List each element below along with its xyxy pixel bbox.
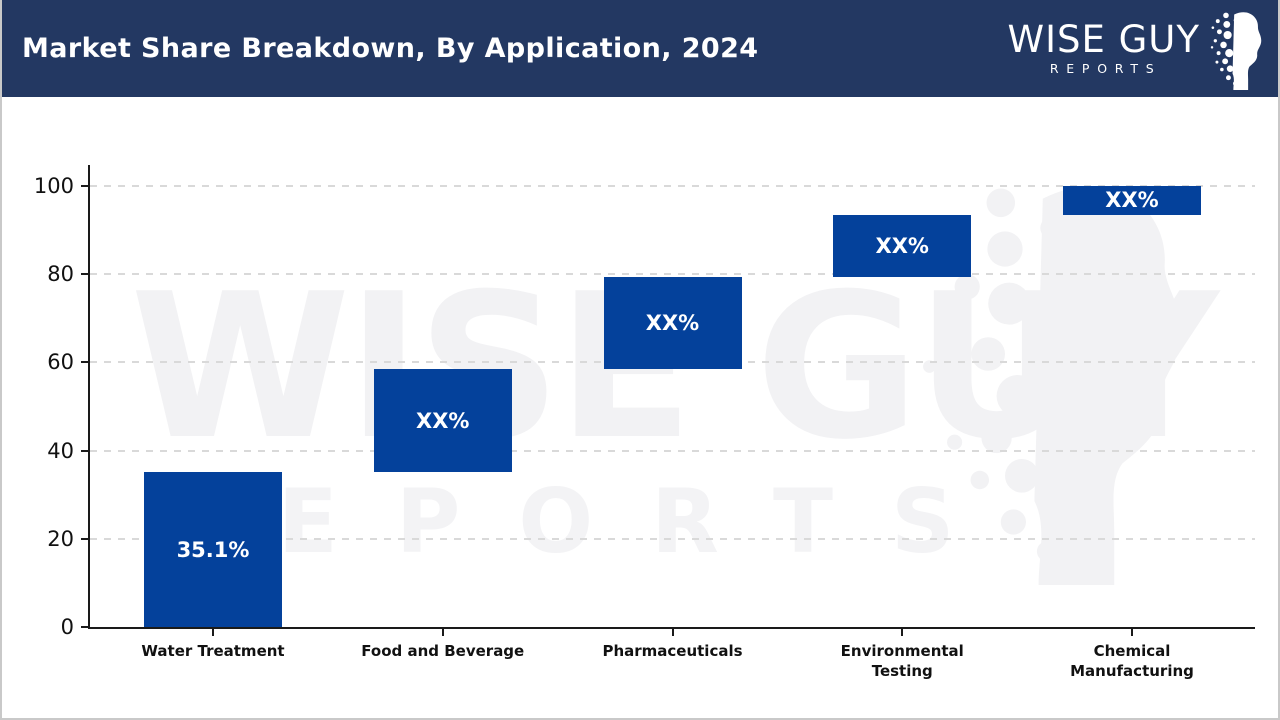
brand-subname: REPORTS [1049, 61, 1162, 76]
y-tick-label: 60 [47, 350, 74, 375]
x-category-label-line: Food and Beverage [361, 642, 525, 660]
gridline [90, 185, 1255, 187]
x-category-label: Chemical Manufacturing [1022, 641, 1242, 682]
bar: XX% [833, 214, 972, 277]
watermark-text-reports: REPORTS [152, 470, 1013, 573]
brand-logo: WISE GUY REPORTS [1008, 8, 1268, 90]
gridline [90, 449, 1255, 452]
x-category-label: Environmental Testing [792, 641, 1012, 682]
x-category-label: Pharmaceuticals [563, 641, 783, 661]
bar: 35.1% [144, 472, 282, 627]
y-tick-mark [81, 361, 90, 364]
bar: XX% [1063, 186, 1201, 215]
y-tick-label: 0 [60, 615, 74, 639]
x-tick-mark [901, 629, 904, 636]
y-tick-mark [81, 626, 90, 628]
x-tick-mark [441, 629, 444, 636]
bar-value-label: XX% [1105, 188, 1159, 213]
x-category-label: Water Treatment [103, 641, 323, 661]
brand-face-icon [1210, 11, 1262, 90]
x-category-label-line: Water Treatment [141, 642, 285, 660]
x-category-label-line: Environmental [840, 642, 964, 660]
chart-title: Market Share Breakdown, By Application, … [22, 33, 759, 64]
x-axis [88, 627, 1255, 629]
y-tick-mark [81, 449, 90, 452]
header-bar: Market Share Breakdown, By Application, … [2, 0, 1278, 97]
y-tick-label: 40 [47, 438, 74, 463]
x-category-label: Food and Beverage [333, 641, 553, 661]
x-category-label-line: Manufacturing [1070, 662, 1194, 681]
bar: XX% [373, 369, 512, 473]
x-tick-mark [671, 629, 674, 636]
bar-value-label: 35.1% [176, 537, 250, 562]
y-tick-mark [81, 273, 90, 276]
y-axis [88, 165, 90, 629]
bar-value-label: XX% [645, 310, 700, 335]
x-tick-mark [1131, 629, 1133, 636]
bar-value-label: XX% [416, 408, 470, 433]
y-tick-label: 100 [33, 174, 74, 198]
bar: XX% [603, 276, 742, 369]
y-tick-label: 20 [47, 526, 74, 551]
y-tick-label: 80 [47, 262, 74, 287]
bar-value-label: XX% [875, 233, 929, 258]
x-category-label-line: Testing [871, 662, 933, 681]
gridline [90, 537, 1255, 540]
x-category-label-line: Pharmaceuticals [602, 642, 743, 660]
x-category-label-line: Chemical [1093, 642, 1171, 660]
brand-logo-text: WISE GUY REPORTS [1008, 21, 1200, 76]
y-tick-mark [81, 185, 90, 187]
x-tick-mark [212, 629, 214, 636]
gridline [90, 273, 1255, 276]
brand-name: WISE GUY [1007, 18, 1200, 61]
y-tick-mark [81, 537, 90, 540]
